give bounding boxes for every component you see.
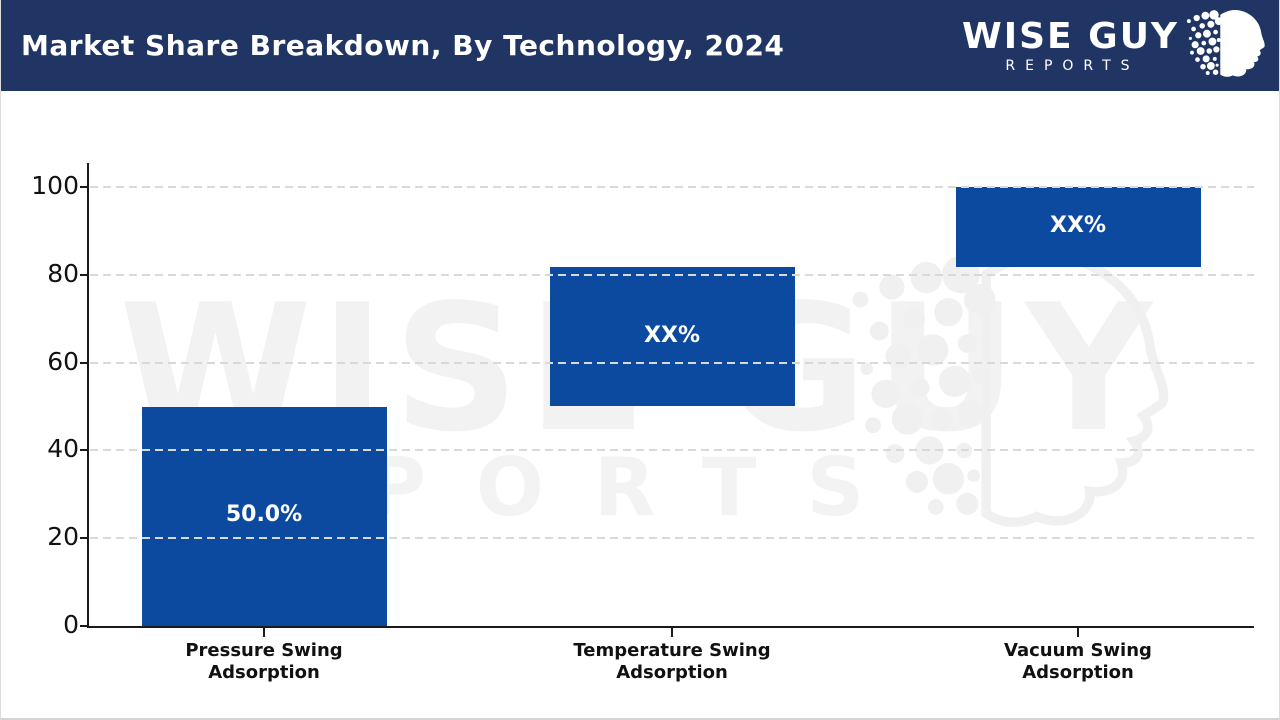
y-tick-mark [80,361,88,364]
x-category-label-line: Adsorption [616,662,728,683]
grid-line [90,186,1254,188]
y-tick-label: 20 [47,522,79,552]
wiseguy-face-icon [1186,10,1265,77]
page-title: Market Share Breakdown, By Technology, 2… [21,29,785,62]
x-category-label-line: Adsorption [1022,662,1134,683]
x-category-label-line: Pressure Swing [185,640,343,661]
header-bar: Market Share Breakdown, By Technology, 2… [1,0,1279,91]
grid-line [90,537,1254,540]
bar-value-label: XX% [644,322,700,348]
bar-value-label: 50.0% [225,502,303,528]
y-tick-mark [80,186,88,188]
y-tick-mark [80,449,88,452]
bar-segment [141,406,387,626]
bar-segment [549,267,795,407]
y-tick-label: 80 [47,258,79,288]
x-tick-mark [263,628,265,637]
y-axis-line [87,163,89,628]
y-tick-mark [80,625,88,627]
grid-line [90,361,1254,364]
logo-text: WISE GUY REPORTS [961,15,1179,74]
bar-value-label: XX% [1050,213,1106,239]
y-tick-label: 60 [47,346,79,376]
bar-segment [955,187,1201,268]
x-category-label-line: Adsorption [208,662,320,683]
wiseguy-logo: WISE GUY REPORTS [962,10,1269,81]
x-category-label: Vacuum Swing Adsorption [918,640,1238,684]
x-category-label-line: Vacuum Swing [1004,640,1152,661]
grid-line [90,273,1254,276]
x-category-label-line: Temperature Swing [573,640,771,661]
grid-line [90,449,1254,452]
x-axis-line [87,626,1254,628]
y-tick-mark [80,273,88,276]
y-tick-label: 0 [63,610,79,639]
x-tick-mark [671,628,673,637]
x-tick-mark [1077,628,1079,637]
logo-subtitle: REPORTS [1005,57,1140,74]
y-tick-mark [80,537,88,540]
y-tick-label: 100 [31,171,79,200]
x-category-label: Pressure Swing Adsorption [104,640,424,684]
logo-name: WISE GUY [961,15,1179,57]
y-tick-label: 40 [47,434,79,464]
x-category-label: Temperature Swing Adsorption [512,640,832,684]
